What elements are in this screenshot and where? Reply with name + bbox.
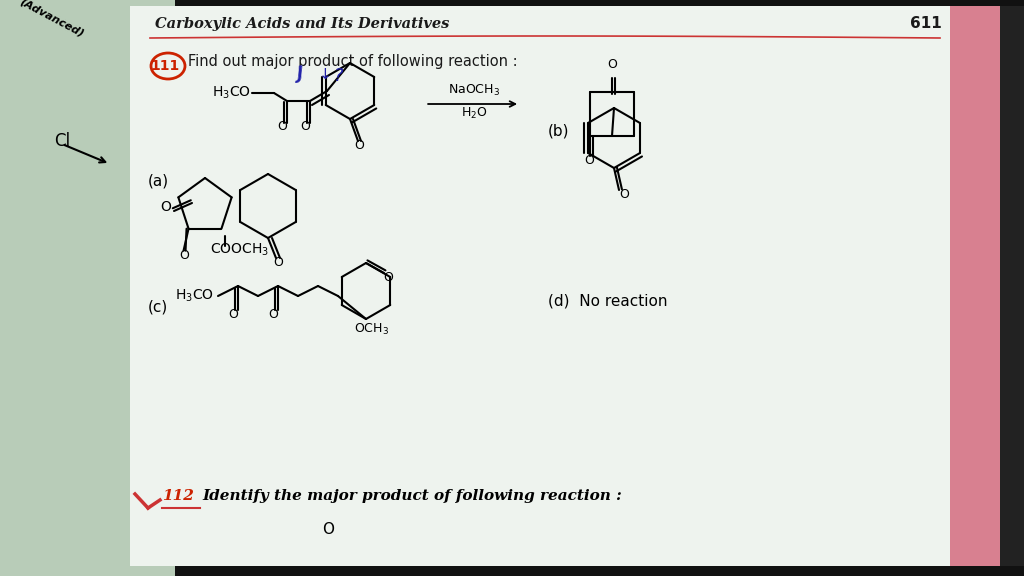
Text: O: O [179,249,189,262]
FancyBboxPatch shape [0,0,175,576]
Text: 611: 611 [910,16,942,31]
Text: J: J [296,65,304,83]
Text: H$_2$O: H$_2$O [461,106,487,121]
Text: O: O [273,256,283,269]
Text: O: O [322,522,334,537]
Text: $\downarrow$: $\downarrow$ [316,67,331,82]
Text: Identify the major product of following reaction :: Identify the major product of following … [202,489,622,503]
Text: O: O [620,188,629,201]
Text: H$_3$CO: H$_3$CO [175,288,214,304]
Text: O: O [161,200,171,214]
Text: ?: ? [334,67,343,85]
Text: (b): (b) [548,124,569,139]
Text: COOCH$_3$: COOCH$_3$ [210,242,269,259]
Text: (c): (c) [148,299,168,314]
Text: O: O [584,154,594,167]
Text: O: O [383,271,393,284]
Text: (d)  No reaction: (d) No reaction [548,294,668,309]
Text: (Advanced): (Advanced) [18,0,86,39]
Text: Carboxylic Acids and Its Derivatives: Carboxylic Acids and Its Derivatives [155,17,450,31]
Bar [950,6,1000,566]
Text: NaOCH$_3$: NaOCH$_3$ [449,83,500,98]
Text: Find out major product of following reaction :: Find out major product of following reac… [188,54,517,69]
Text: O: O [607,58,616,71]
FancyBboxPatch shape [970,6,1024,566]
Text: 112: 112 [162,489,194,503]
Text: O: O [300,120,310,133]
Text: O: O [278,120,287,133]
Text: 111: 111 [151,59,179,73]
Text: O: O [268,308,278,321]
FancyBboxPatch shape [130,6,990,566]
Text: O: O [228,308,238,321]
Text: O: O [354,139,364,152]
Text: H$_3$CO: H$_3$CO [212,85,251,101]
Text: (a): (a) [148,174,169,189]
Text: OCH$_3$: OCH$_3$ [354,322,389,337]
Text: Cl: Cl [54,132,70,150]
